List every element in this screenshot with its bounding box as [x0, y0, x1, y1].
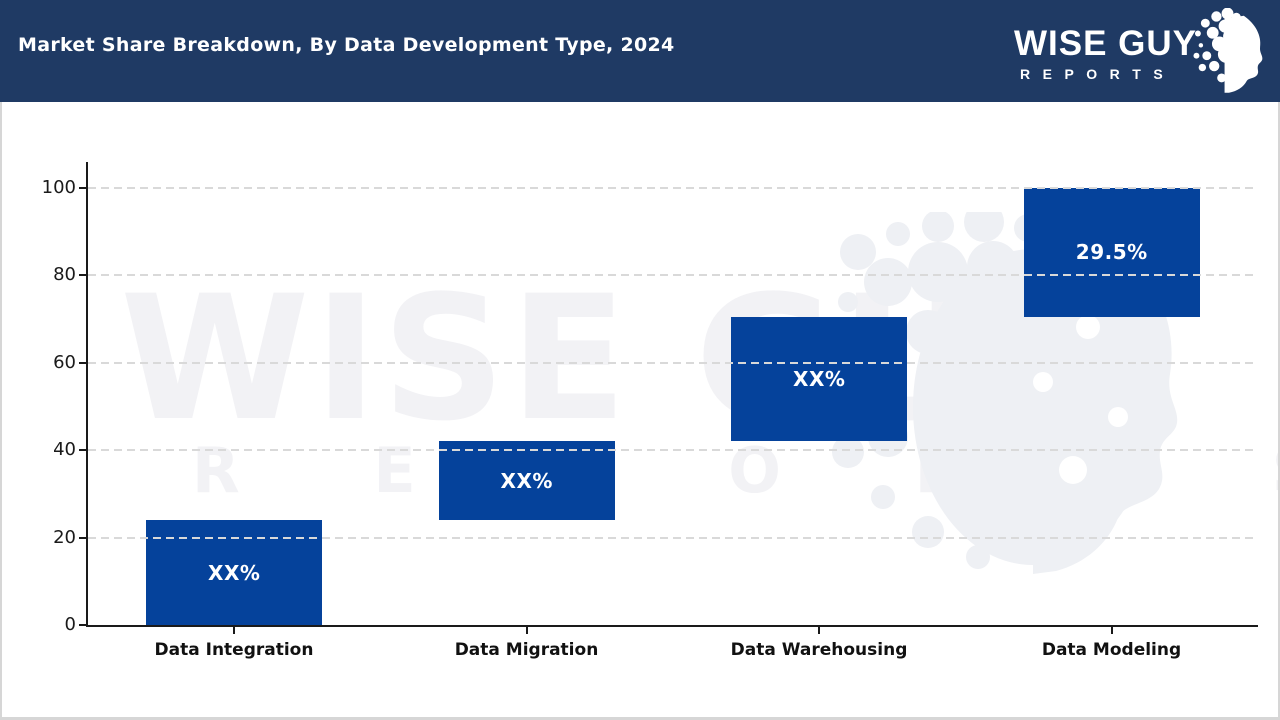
y-tick-mark — [79, 449, 86, 451]
y-tick-mark — [79, 274, 86, 276]
brand-logo: WISE GUY REPORTS — [1014, 8, 1266, 98]
y-tick-label: 60 — [53, 351, 76, 373]
bar-value-label: XX% — [208, 560, 261, 585]
bar: 29.5% — [1023, 187, 1200, 317]
page-border-left — [0, 102, 2, 720]
bar: XX% — [731, 316, 908, 442]
y-tick-mark — [79, 624, 86, 626]
x-tick-mark — [818, 627, 821, 634]
gridline — [88, 361, 1258, 364]
x-category-label: Data Migration — [454, 640, 599, 660]
y-tick-label: 0 — [64, 614, 76, 635]
y-tick-label: 100 — [41, 176, 76, 198]
page-border-bottom — [0, 717, 1280, 720]
x-axis-spine — [86, 625, 1258, 627]
y-tick-mark — [79, 536, 86, 539]
logo-face-icon — [1193, 8, 1263, 93]
page-border-right — [1278, 102, 1280, 720]
bar-value-label: XX% — [793, 366, 846, 391]
y-tick-mark — [79, 186, 86, 189]
gridline — [88, 274, 1258, 276]
y-tick-mark — [79, 361, 86, 364]
y-tick-label: 20 — [53, 526, 76, 548]
y-tick-label: 40 — [53, 439, 76, 460]
bar: XX% — [438, 441, 615, 520]
page-title: Market Share Breakdown, By Data Developm… — [18, 34, 675, 56]
x-tick-mark — [525, 627, 528, 634]
y-axis-spine — [86, 162, 88, 627]
x-tick-mark — [1110, 627, 1113, 634]
gridline — [88, 536, 1258, 539]
x-tick-mark — [233, 627, 236, 634]
x-category-label: Data Integration — [154, 640, 314, 660]
gridline — [88, 186, 1258, 189]
x-category-label: Data Modeling — [1041, 640, 1182, 660]
bar-value-label: XX% — [500, 468, 553, 493]
logo-subtitle: REPORTS — [1020, 66, 1176, 82]
x-category-label: Data Warehousing — [730, 640, 908, 660]
gridline — [88, 449, 1258, 451]
y-tick-label: 80 — [53, 264, 76, 285]
bar-value-label: 29.5% — [1075, 240, 1148, 265]
logo-wordmark: WISE GUY — [1014, 24, 1198, 63]
header-bar: Market Share Breakdown, By Data Developm… — [0, 0, 1280, 102]
